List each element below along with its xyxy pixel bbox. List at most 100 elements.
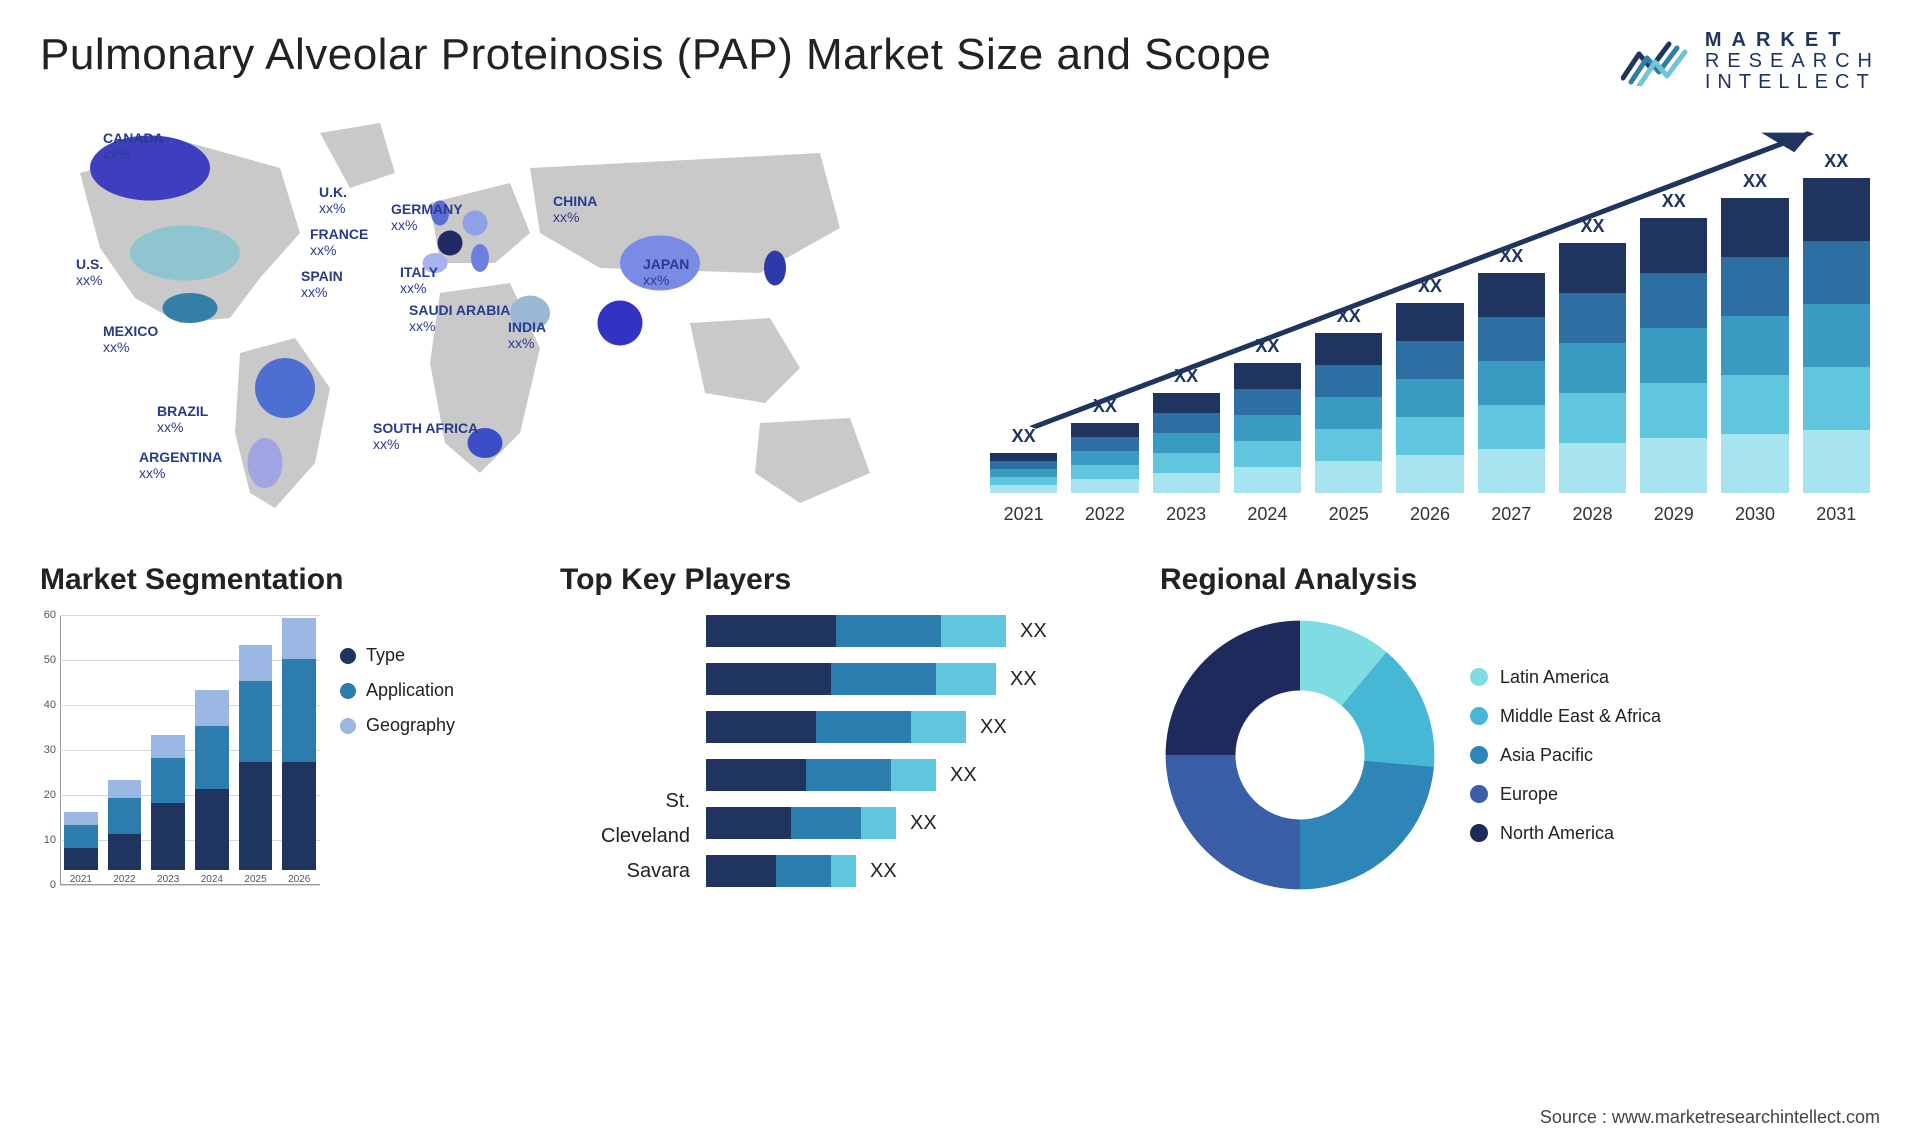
key-players-chart: XXXXXXXXXXXX bbox=[706, 615, 1120, 887]
regional-legend-item: Middle East & Africa bbox=[1470, 706, 1661, 727]
segmentation-ytick: 50 bbox=[36, 654, 56, 666]
key-player-bar-2: XX bbox=[706, 711, 1120, 743]
brand-line1: MARKET bbox=[1705, 30, 1880, 51]
donut-segment-north-america bbox=[1166, 621, 1300, 755]
forecast-year-label: 2025 bbox=[1315, 504, 1382, 525]
legend-label: Asia Pacific bbox=[1500, 745, 1593, 766]
segmentation-panel: Market Segmentation 01020304050602021202… bbox=[40, 563, 520, 983]
legend-label: Europe bbox=[1500, 784, 1558, 805]
legend-swatch-icon bbox=[1470, 824, 1488, 842]
legend-label: Geography bbox=[366, 715, 455, 736]
key-player-value: XX bbox=[1020, 620, 1047, 643]
forecast-bar-value: XX bbox=[1499, 246, 1523, 267]
regional-panel: Regional Analysis Latin America Middle Ea… bbox=[1160, 563, 1880, 983]
key-player-bar-0: XX bbox=[706, 615, 1120, 647]
segmentation-ytick: 40 bbox=[36, 699, 56, 711]
key-player-value: XX bbox=[1010, 668, 1037, 691]
map-label-italy: ITALYxx% bbox=[400, 264, 438, 296]
map-country-brazil bbox=[255, 358, 315, 418]
segmentation-bar-2026: 2026 bbox=[282, 618, 316, 885]
legend-label: Type bbox=[366, 645, 405, 666]
map-country-italy bbox=[471, 244, 489, 272]
forecast-bar-value: XX bbox=[1012, 426, 1036, 447]
legend-swatch-icon bbox=[1470, 746, 1488, 764]
forecast-bar-value: XX bbox=[1255, 336, 1279, 357]
map-label-spain: SPAINxx% bbox=[301, 268, 343, 300]
map-label-germany: GERMANYxx% bbox=[391, 201, 463, 233]
forecast-bar-2026: XX bbox=[1396, 276, 1463, 493]
map-country-usa bbox=[130, 226, 240, 281]
forecast-bar-value: XX bbox=[1824, 151, 1848, 172]
map-label-saudi-arabia: SAUDI ARABIAxx% bbox=[409, 302, 510, 334]
segmentation-year-label: 2021 bbox=[70, 874, 92, 885]
forecast-year-label: 2026 bbox=[1396, 504, 1463, 525]
forecast-bar-value: XX bbox=[1662, 191, 1686, 212]
forecast-bar-2028: XX bbox=[1559, 216, 1626, 493]
key-player-label: Cleveland bbox=[560, 825, 690, 848]
legend-label: Latin America bbox=[1500, 667, 1609, 688]
map-label-south-africa: SOUTH AFRICAxx% bbox=[373, 420, 478, 452]
legend-swatch-icon bbox=[340, 718, 356, 734]
forecast-bar-value: XX bbox=[1743, 171, 1767, 192]
brand-line2: RESEARCH bbox=[1705, 51, 1880, 72]
legend-swatch-icon bbox=[1470, 668, 1488, 686]
forecast-year-label: 2024 bbox=[1234, 504, 1301, 525]
key-players-panel: Top Key Players St.ClevelandSavara XXXXX… bbox=[560, 563, 1120, 983]
key-player-value: XX bbox=[910, 812, 937, 835]
forecast-bar-value: XX bbox=[1337, 306, 1361, 327]
donut-segment-europe bbox=[1166, 755, 1300, 889]
forecast-bar-2027: XX bbox=[1478, 246, 1545, 493]
forecast-year-label: 2027 bbox=[1478, 504, 1545, 525]
key-player-bar-5: XX bbox=[706, 855, 1120, 887]
segmentation-ytick: 60 bbox=[36, 609, 56, 621]
forecast-year-label: 2030 bbox=[1721, 504, 1788, 525]
key-player-value: XX bbox=[870, 860, 897, 883]
regional-legend: Latin America Middle East & Africa Asia Pa… bbox=[1470, 667, 1661, 844]
forecast-year-label: 2022 bbox=[1071, 504, 1138, 525]
segmentation-ytick: 20 bbox=[36, 789, 56, 801]
regional-legend-item: Europe bbox=[1470, 784, 1661, 805]
brand-line3: INTELLECT bbox=[1705, 72, 1880, 93]
segmentation-bar-2022: 2022 bbox=[108, 780, 142, 885]
map-label-china: CHINAxx% bbox=[553, 193, 597, 225]
regional-title: Regional Analysis bbox=[1160, 563, 1880, 597]
key-player-value: XX bbox=[980, 716, 1007, 739]
segmentation-bar-2021: 2021 bbox=[64, 812, 98, 886]
segmentation-year-label: 2025 bbox=[244, 874, 266, 885]
map-label-brazil: BRAZILxx% bbox=[157, 403, 208, 435]
segmentation-ytick: 0 bbox=[36, 879, 56, 891]
forecast-bar-2030: XX bbox=[1721, 171, 1788, 493]
segmentation-bar-2025: 2025 bbox=[239, 645, 273, 885]
page-title: Pulmonary Alveolar Proteinosis (PAP) Mar… bbox=[40, 30, 1271, 80]
segmentation-legend-item: Type bbox=[340, 645, 455, 666]
legend-swatch-icon bbox=[1470, 785, 1488, 803]
legend-swatch-icon bbox=[340, 648, 356, 664]
world-map-panel: CANADAxx%U.S.xx%MEXICOxx%BRAZILxx%ARGENT… bbox=[40, 113, 940, 533]
forecast-year-label: 2028 bbox=[1559, 504, 1626, 525]
forecast-bar-value: XX bbox=[1418, 276, 1442, 297]
forecast-year-label: 2029 bbox=[1640, 504, 1707, 525]
map-label-india: INDIAxx% bbox=[508, 319, 546, 351]
forecast-bar-2021: XX bbox=[990, 426, 1057, 493]
map-label-japan: JAPANxx% bbox=[643, 256, 689, 288]
forecast-bar-2023: XX bbox=[1153, 366, 1220, 493]
key-players-labels: St.ClevelandSavara bbox=[560, 615, 690, 887]
forecast-year-label: 2031 bbox=[1803, 504, 1870, 525]
map-country-india bbox=[598, 301, 643, 346]
segmentation-year-label: 2023 bbox=[157, 874, 179, 885]
map-label-mexico: MEXICOxx% bbox=[103, 323, 158, 355]
key-player-label: St. bbox=[560, 790, 690, 813]
forecast-bar-2031: XX bbox=[1803, 151, 1870, 493]
map-country-germany bbox=[463, 211, 488, 236]
forecast-chart: XXXXXXXXXXXXXXXXXXXXXX 20212022202320242… bbox=[980, 113, 1880, 533]
legend-label: Application bbox=[366, 680, 454, 701]
source-attribution: Source : www.marketresearchintellect.com bbox=[1540, 1107, 1880, 1128]
segmentation-title: Market Segmentation bbox=[40, 563, 520, 597]
forecast-year-label: 2021 bbox=[990, 504, 1057, 525]
segmentation-ytick: 10 bbox=[36, 834, 56, 846]
segmentation-year-label: 2022 bbox=[113, 874, 135, 885]
map-country-japan bbox=[764, 251, 786, 286]
map-label-argentina: ARGENTINAxx% bbox=[139, 449, 222, 481]
map-country-france bbox=[438, 231, 463, 256]
brand-logo: MARKET RESEARCH INTELLECT bbox=[1621, 30, 1880, 93]
